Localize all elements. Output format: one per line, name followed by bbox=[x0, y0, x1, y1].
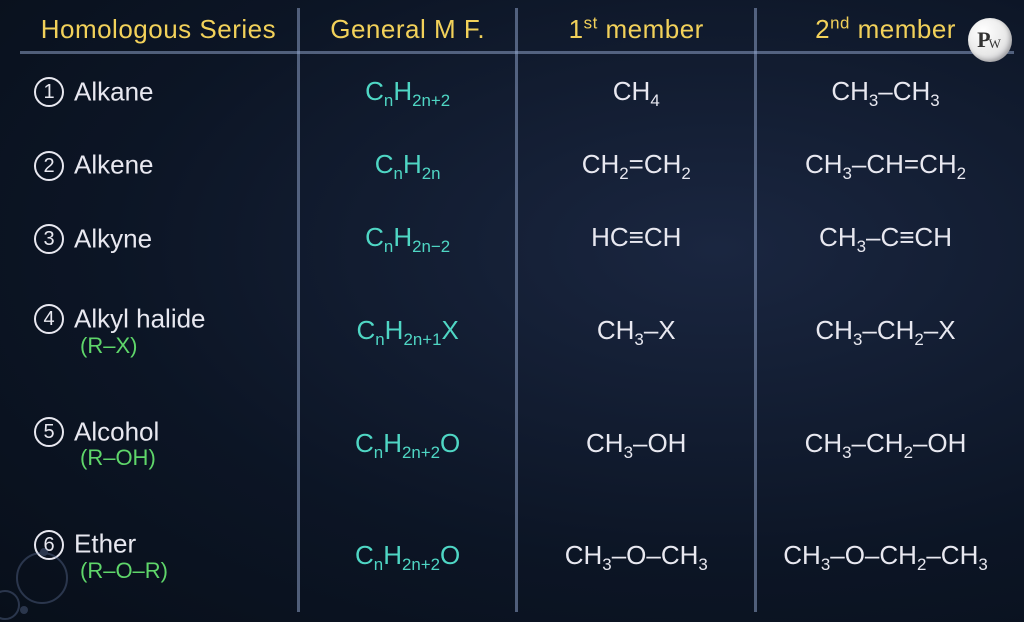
table-header-row: Homologous Series General M F. 1st membe… bbox=[20, 8, 1014, 53]
series-name: Alkyne bbox=[74, 223, 152, 253]
series-cell: 4 Alkyl halide(R–X) bbox=[20, 274, 298, 387]
general-formula: CnH2n+2O bbox=[298, 387, 517, 500]
series-sublabel: (R–X) bbox=[80, 333, 293, 359]
row-number: 4 bbox=[34, 304, 64, 334]
table-row: 2 Alkene CnH2nCH2=CH2CH3–CH=CH2 bbox=[20, 128, 1014, 201]
table-row: 3 Alkyne CnH2n−2HC≡CHCH3–C≡CH bbox=[20, 201, 1014, 274]
first-member: HC≡CH bbox=[517, 201, 756, 274]
series-name: Alkene bbox=[74, 150, 154, 180]
series-name: Alkyl halide bbox=[74, 304, 206, 334]
general-formula: CnH2n+2O bbox=[298, 499, 517, 612]
second-member: CH3–CH2–OH bbox=[756, 387, 1014, 500]
general-formula: CnH2n bbox=[298, 128, 517, 201]
table-row: 6Ether(R–O–R)CnH2n+2OCH3–O–CH3CH3–O–CH2–… bbox=[20, 499, 1014, 612]
row-number: 2 bbox=[34, 151, 64, 181]
second-member: CH3–CH2–X bbox=[756, 274, 1014, 387]
first-member: CH2=CH2 bbox=[517, 128, 756, 201]
table-body: 1 Alkane CnH2n+2CH4CH3–CH3 2 Alkene CnH2nCH2=… bbox=[20, 53, 1014, 613]
row-number: 1 bbox=[34, 77, 64, 107]
chalkboard: P W Homologous Series General M F. 1st m… bbox=[0, 0, 1024, 622]
series-cell: 1 Alkane bbox=[20, 53, 298, 129]
series-cell: 2 Alkene bbox=[20, 128, 298, 201]
first-member: CH3–OH bbox=[517, 387, 756, 500]
homologous-series-table: Homologous Series General M F. 1st membe… bbox=[20, 8, 1014, 612]
table-row: 4 Alkyl halide(R–X)CnH2n+1XCH3–XCH3–CH2–X bbox=[20, 274, 1014, 387]
brand-logo: P W bbox=[968, 18, 1012, 62]
first-member: CH3–X bbox=[517, 274, 756, 387]
series-name: Ether bbox=[74, 529, 136, 559]
series-name: Alkane bbox=[74, 76, 154, 106]
series-name: Alcohol bbox=[74, 416, 159, 446]
col-header-formula: General M F. bbox=[298, 8, 517, 53]
decorative-molecule-icon bbox=[0, 546, 72, 622]
series-sublabel: (R–O–R) bbox=[80, 558, 293, 584]
table-row: 5 Alcohol(R–OH)CnH2n+2OCH3–OHCH3–CH2–OH bbox=[20, 387, 1014, 500]
col-header-first: 1st member bbox=[517, 8, 756, 53]
series-cell: 5 Alcohol(R–OH) bbox=[20, 387, 298, 500]
logo-letter-w: W bbox=[989, 36, 1001, 52]
series-sublabel: (R–OH) bbox=[80, 445, 293, 471]
second-member: CH3–CH=CH2 bbox=[756, 128, 1014, 201]
row-number: 3 bbox=[34, 224, 64, 254]
series-cell: 3 Alkyne bbox=[20, 201, 298, 274]
col-header-series: Homologous Series bbox=[20, 8, 298, 53]
general-formula: CnH2n+1X bbox=[298, 274, 517, 387]
first-member: CH4 bbox=[517, 53, 756, 129]
general-formula: CnH2n+2 bbox=[298, 53, 517, 129]
table-row: 1 Alkane CnH2n+2CH4CH3–CH3 bbox=[20, 53, 1014, 129]
general-formula: CnH2n−2 bbox=[298, 201, 517, 274]
second-member: CH3–O–CH2–CH3 bbox=[756, 499, 1014, 612]
first-member: CH3–O–CH3 bbox=[517, 499, 756, 612]
second-member: CH3–CH3 bbox=[756, 53, 1014, 129]
second-member: CH3–C≡CH bbox=[756, 201, 1014, 274]
row-number: 5 bbox=[34, 417, 64, 447]
